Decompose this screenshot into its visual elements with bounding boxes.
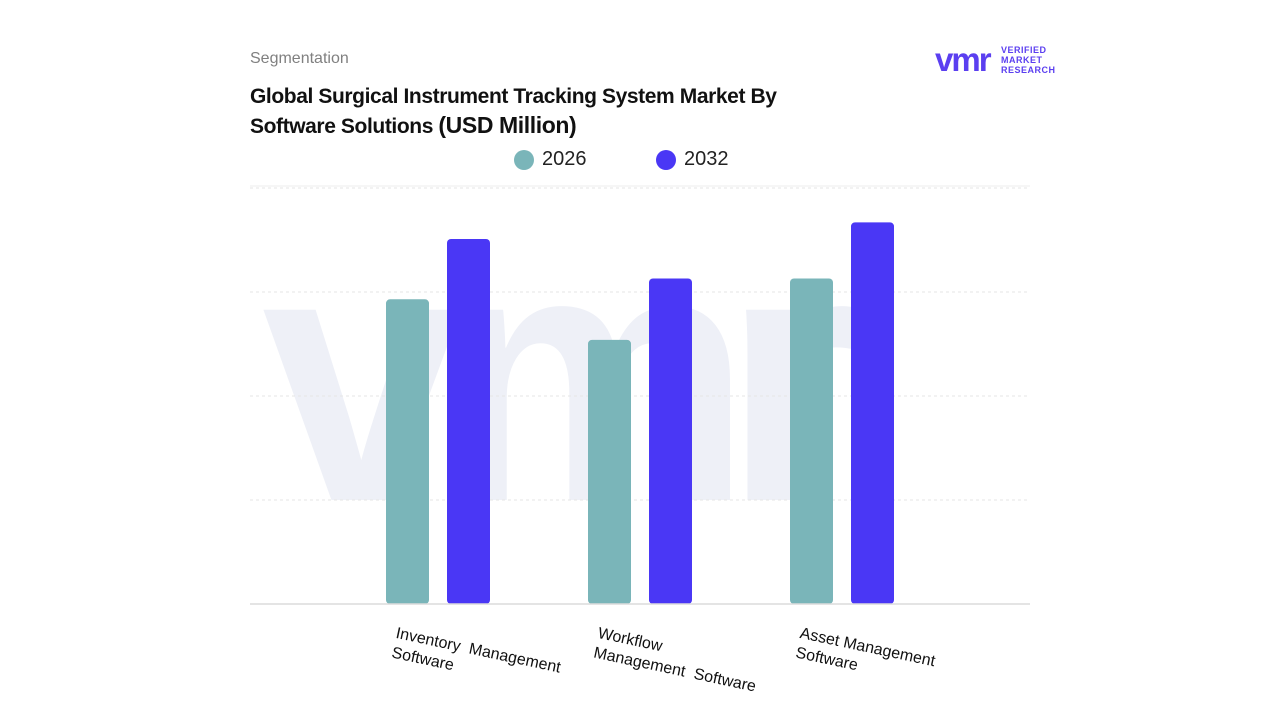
bar-2032-2 bbox=[649, 278, 692, 604]
bar-2026-1 bbox=[386, 299, 429, 604]
bars bbox=[386, 222, 894, 604]
logo-text-research: RESEARCH bbox=[1001, 65, 1056, 75]
legend-label-2032: 2032 bbox=[684, 148, 729, 170]
vmr-logo: vmr VERIFIED MARKET RESEARCH bbox=[935, 44, 1056, 78]
legend-item-2026: 2026 bbox=[514, 148, 587, 171]
x-tick-label-line: Management Software bbox=[592, 644, 758, 696]
logo-mark: vmr bbox=[935, 44, 992, 78]
legend-swatch-2032 bbox=[656, 149, 676, 170]
legend-swatch-2026 bbox=[514, 149, 534, 170]
logo-text-verified: VERIFIED bbox=[1001, 45, 1047, 55]
bar-2032-3 bbox=[851, 222, 894, 604]
legend-label-2026: 2026 bbox=[542, 148, 587, 170]
chart-title-line1: Global Surgical Instrument Tracking Syst… bbox=[250, 85, 777, 108]
bar-2032-1 bbox=[447, 238, 490, 604]
logo-text-market: MARKET bbox=[1001, 55, 1043, 65]
bar-2026-2 bbox=[588, 339, 631, 604]
chart-title-unit: (USD Million) bbox=[438, 112, 577, 138]
chart-legend: 2026 2032 bbox=[0, 148, 1280, 178]
x-tick-label: Inventory Management Software bbox=[390, 624, 563, 698]
x-tick-label: Workflow Management Software bbox=[592, 624, 762, 698]
legend-item-2032: 2032 bbox=[656, 148, 729, 171]
chart-title-line2: Software Solutions bbox=[250, 115, 433, 138]
chart-title: Global Surgical Instrument Tracking Syst… bbox=[250, 82, 850, 141]
gridlines bbox=[250, 187, 1030, 501]
segmentation-label: Segmentation bbox=[250, 50, 349, 67]
chart-watermark: vmr bbox=[262, 175, 857, 577]
x-tick-label: Asset Management Software bbox=[794, 624, 937, 692]
bar-2026-3 bbox=[790, 278, 833, 604]
